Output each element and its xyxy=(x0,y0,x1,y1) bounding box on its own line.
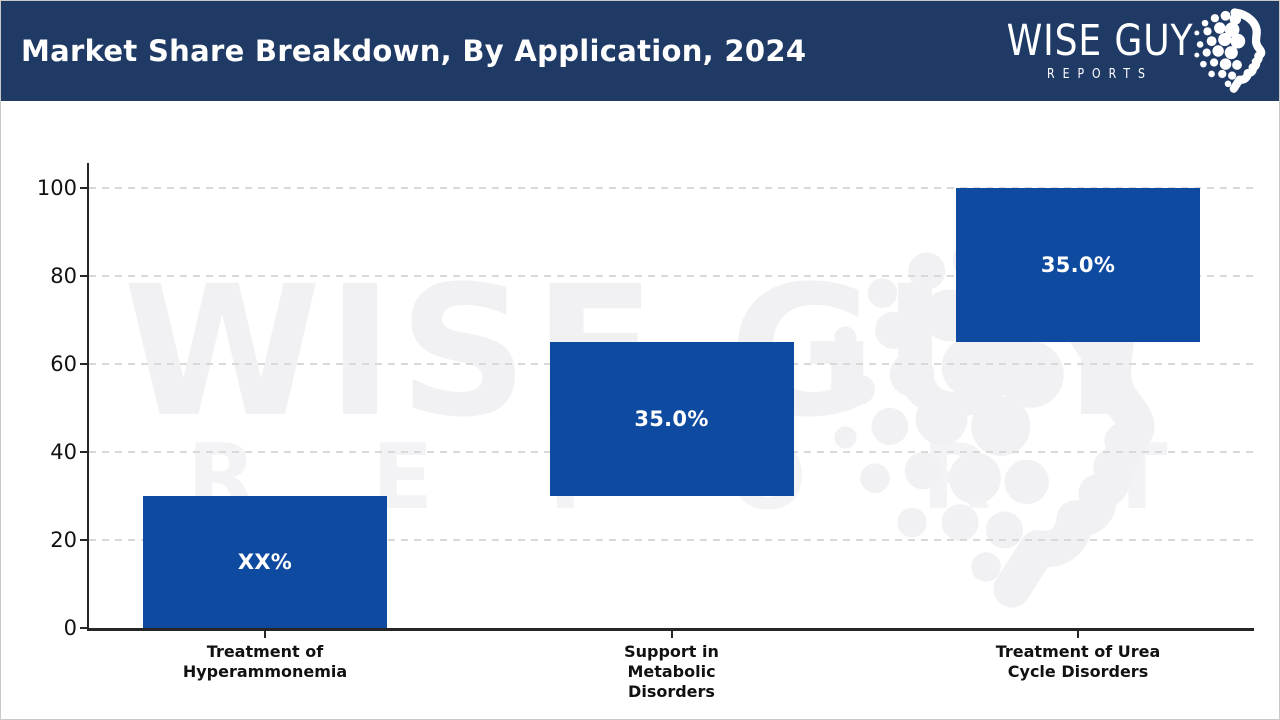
gridline-20 xyxy=(89,539,1254,541)
x-category-label-line: Support in xyxy=(624,642,719,661)
y-tick-label-0: 0 xyxy=(63,616,77,640)
x-tick-mark xyxy=(670,631,673,638)
bar-segment: 35.0% xyxy=(549,342,794,496)
x-category-label-line: Treatment of Urea xyxy=(995,642,1161,661)
x-category-label-line: Metabolic xyxy=(627,662,716,681)
wise-guy-head-icon xyxy=(1187,7,1269,95)
y-tick-mark-80 xyxy=(80,275,87,277)
y-tick-label-60: 60 xyxy=(50,352,77,376)
y-axis-line xyxy=(87,163,89,631)
y-tick-mark-100 xyxy=(80,187,87,189)
wise-guy-logo: WISE GUY REPORTS xyxy=(971,6,1269,96)
y-tick-mark-60 xyxy=(80,363,87,365)
x-category-label-line: Treatment of xyxy=(206,642,324,661)
logo-text: WISE GUY REPORTS xyxy=(1006,16,1193,82)
x-axis-line xyxy=(89,628,1254,631)
y-tick-mark-20 xyxy=(80,539,87,541)
x-category-label: Treatment of Urea Cycle Disorders xyxy=(908,642,1248,682)
bar-value-label: XX% xyxy=(237,550,293,574)
x-tick-mark xyxy=(1077,631,1079,638)
bar-segment: 35.0% xyxy=(956,188,1200,342)
y-tick-label-40: 40 xyxy=(50,440,77,464)
y-tick-label-20: 20 xyxy=(50,528,77,552)
y-tick-label-100: 100 xyxy=(36,176,77,200)
x-category-label: Support in Metabolic Disorders xyxy=(502,642,842,702)
gridline-80 xyxy=(89,275,1254,277)
y-tick-mark-40 xyxy=(80,451,87,453)
y-tick-label-80: 80 xyxy=(50,264,77,288)
y-tick-mark-0 xyxy=(80,627,87,629)
bar-segment: XX% xyxy=(143,496,387,628)
bar-value-label: 35.0% xyxy=(1040,253,1116,277)
bar-value-label: 35.0% xyxy=(634,407,709,431)
x-category-label-line: Cycle Disorders xyxy=(1007,662,1149,681)
logo-brand-subtitle: REPORTS xyxy=(1046,66,1153,82)
x-category-label: Treatment of Hyperammonemia xyxy=(95,642,435,682)
logo-brand-name: WISE GUY xyxy=(1006,16,1193,67)
page-title: Market Share Breakdown, By Application, … xyxy=(21,34,807,68)
gridline-100 xyxy=(89,187,1254,189)
header-bar: Market Share Breakdown, By Application, … xyxy=(1,1,1279,101)
x-category-label-line: Hyperammonemia xyxy=(182,662,348,681)
x-category-label-line: Disorders xyxy=(628,682,715,701)
x-tick-mark xyxy=(264,631,266,638)
